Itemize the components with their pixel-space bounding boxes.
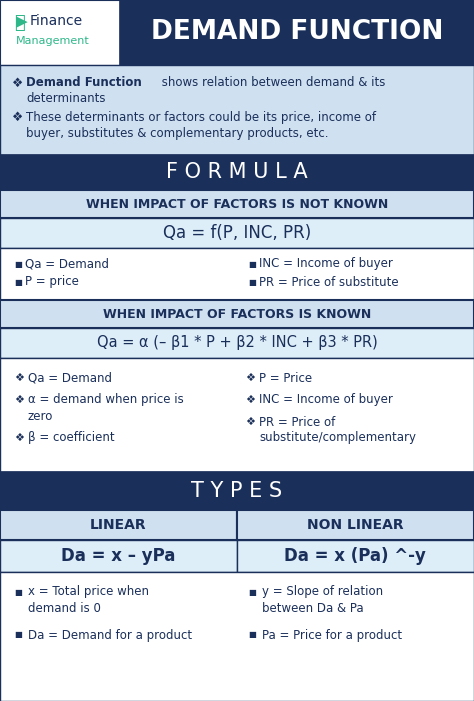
- Text: Da = x – yPa: Da = x – yPa: [61, 547, 175, 565]
- Text: ■: ■: [248, 259, 256, 268]
- Bar: [0, 358, 474, 472]
- Text: Finance: Finance: [30, 14, 83, 28]
- Text: α = demand when price is: α = demand when price is: [28, 393, 184, 407]
- Text: Pa = Price for a product: Pa = Price for a product: [262, 629, 402, 641]
- Text: substitute/complementary: substitute/complementary: [259, 432, 416, 444]
- Text: WHEN IMPACT OF FACTORS IS KNOWN: WHEN IMPACT OF FACTORS IS KNOWN: [103, 308, 371, 320]
- Text: ❖: ❖: [245, 417, 255, 427]
- Bar: [0, 572, 474, 701]
- Text: P = price: P = price: [25, 275, 79, 289]
- Text: x = Total price when: x = Total price when: [28, 585, 149, 599]
- Text: PR = Price of: PR = Price of: [259, 416, 335, 428]
- Text: ■: ■: [14, 630, 22, 639]
- Text: ❖: ❖: [12, 111, 23, 123]
- Text: ■: ■: [14, 259, 22, 268]
- Text: These determinants or factors could be its price, income of: These determinants or factors could be i…: [26, 111, 376, 123]
- Text: demand is 0: demand is 0: [28, 601, 101, 615]
- Text: ❖: ❖: [245, 373, 255, 383]
- Text: buyer, substitutes & complementary products, etc.: buyer, substitutes & complementary produ…: [26, 128, 328, 140]
- Text: ❖: ❖: [14, 433, 24, 443]
- Bar: [237, 540, 474, 572]
- Text: ▶: ▶: [16, 15, 28, 29]
- Text: ■: ■: [248, 587, 256, 597]
- Bar: [0, 472, 474, 510]
- Bar: [0, 218, 474, 248]
- Text: LINEAR: LINEAR: [90, 518, 146, 532]
- Bar: [0, 248, 474, 300]
- Text: Qa = Demand: Qa = Demand: [28, 372, 112, 385]
- Text: Demand Function: Demand Function: [26, 76, 142, 90]
- Bar: [0, 65, 474, 155]
- Text: NON LINEAR: NON LINEAR: [307, 518, 403, 532]
- Text: DEMAND FUNCTION: DEMAND FUNCTION: [151, 19, 443, 45]
- Bar: [0, 190, 474, 218]
- Text: WHEN IMPACT OF FACTORS IS NOT KNOWN: WHEN IMPACT OF FACTORS IS NOT KNOWN: [86, 198, 388, 210]
- Text: shows relation between demand & its: shows relation between demand & its: [158, 76, 385, 90]
- Bar: [120, 0, 474, 65]
- Text: ❖: ❖: [245, 395, 255, 405]
- Text: F O R M U L A: F O R M U L A: [166, 162, 308, 182]
- Text: P = Price: P = Price: [259, 372, 312, 385]
- Text: Qa = Demand: Qa = Demand: [25, 257, 109, 271]
- Text: PR = Price of substitute: PR = Price of substitute: [259, 275, 399, 289]
- Bar: [0, 328, 474, 358]
- Bar: [237, 510, 474, 540]
- Text: Qa = α (– β1 * P + β2 * INC + β3 * PR): Qa = α (– β1 * P + β2 * INC + β3 * PR): [97, 336, 377, 350]
- Bar: [0, 0, 474, 65]
- Text: Da = x (Pa) ^-y: Da = x (Pa) ^-y: [284, 547, 426, 565]
- Text: 🌿: 🌿: [14, 14, 25, 32]
- Bar: [0, 0, 120, 65]
- Text: Management: Management: [16, 36, 90, 46]
- Text: ■: ■: [14, 278, 22, 287]
- Text: ■: ■: [248, 278, 256, 287]
- Text: zero: zero: [28, 409, 54, 423]
- Text: ❖: ❖: [14, 373, 24, 383]
- Text: y = Slope of relation: y = Slope of relation: [262, 585, 383, 599]
- Text: Qa = f(P, INC, PR): Qa = f(P, INC, PR): [163, 224, 311, 242]
- Text: INC = Income of buyer: INC = Income of buyer: [259, 393, 393, 407]
- Text: ■: ■: [248, 630, 256, 639]
- Text: Da = Demand for a product: Da = Demand for a product: [28, 629, 192, 641]
- Text: T Y P E S: T Y P E S: [191, 481, 283, 501]
- Bar: [0, 300, 474, 328]
- Text: between Da & Pa: between Da & Pa: [262, 601, 364, 615]
- Bar: [0, 540, 237, 572]
- Text: ❖: ❖: [12, 76, 23, 90]
- Text: ❖: ❖: [14, 395, 24, 405]
- Text: ■: ■: [14, 587, 22, 597]
- Text: β = coefficient: β = coefficient: [28, 432, 115, 444]
- Text: determinants: determinants: [26, 93, 106, 105]
- Text: INC = Income of buyer: INC = Income of buyer: [259, 257, 393, 271]
- Bar: [0, 510, 237, 540]
- Bar: [0, 155, 474, 190]
